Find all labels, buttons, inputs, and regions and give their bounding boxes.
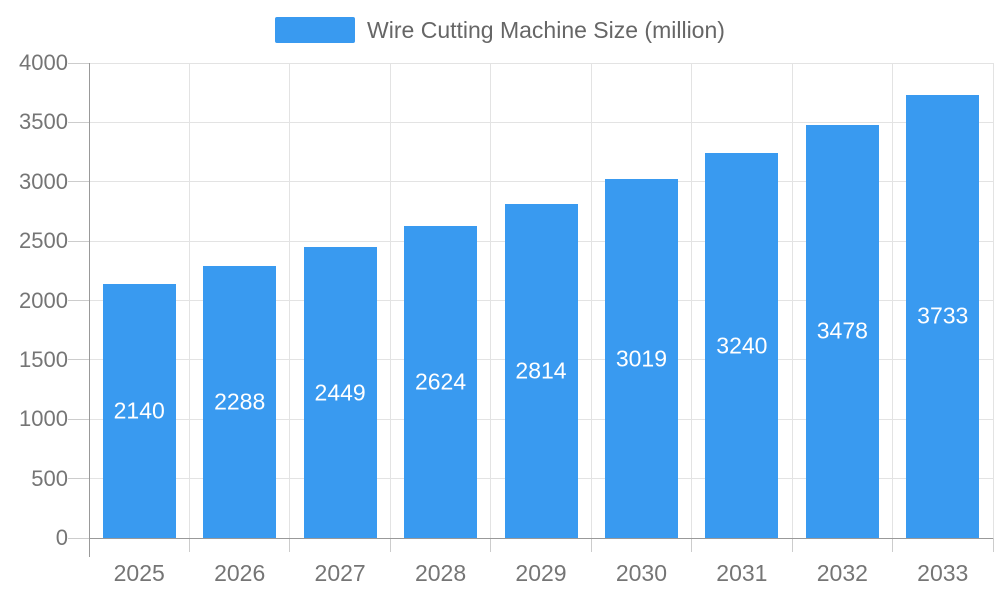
x-axis-tick <box>590 538 592 552</box>
bar[interactable] <box>203 266 277 538</box>
bar[interactable] <box>805 124 879 538</box>
v-gridline <box>289 63 291 538</box>
bar[interactable] <box>604 179 678 538</box>
x-tick-label: 2025 <box>113 560 165 586</box>
bar[interactable] <box>504 203 578 538</box>
x-axis-tick <box>691 538 693 552</box>
y-tick-label: 2000 <box>19 287 68 313</box>
y-axis-tick <box>68 121 89 123</box>
x-tick-label: 2029 <box>515 560 567 586</box>
y-axis-tick <box>68 418 89 420</box>
bar[interactable] <box>705 153 779 538</box>
x-axis-tick <box>289 538 291 552</box>
legend: Wire Cutting Machine Size (million) <box>0 17 1000 43</box>
y-axis-tick <box>68 62 89 64</box>
y-axis-tick <box>68 359 89 361</box>
y-axis-line <box>88 63 90 557</box>
y-tick-label: 3000 <box>19 168 68 194</box>
v-gridline <box>992 63 994 538</box>
v-gridline <box>892 63 894 538</box>
x-tick-label: 2030 <box>615 560 668 586</box>
y-axis-tick <box>68 300 89 301</box>
v-gridline <box>691 63 693 538</box>
x-tick-label: 2027 <box>314 560 366 586</box>
bar[interactable] <box>906 94 980 538</box>
x-axis-tick <box>389 538 391 552</box>
x-tick-label: 2026 <box>214 560 266 586</box>
x-tick-label: 2028 <box>414 560 467 586</box>
bar[interactable] <box>303 247 377 538</box>
x-tick-label: 2033 <box>917 560 969 586</box>
v-gridline <box>389 63 391 538</box>
y-tick-label: 0 <box>55 525 68 550</box>
x-tick-label: 2031 <box>716 560 768 586</box>
v-gridline <box>188 63 190 538</box>
x-tick-label: 2032 <box>816 560 868 586</box>
y-tick-label: 1500 <box>19 346 68 372</box>
y-tick-label: 3500 <box>19 109 68 135</box>
x-axis-tick <box>188 538 190 552</box>
y-axis-tick <box>68 240 89 242</box>
y-axis-tick <box>68 478 89 480</box>
y-tick-label: 4000 <box>19 50 68 75</box>
x-axis-tick <box>490 538 492 552</box>
x-axis-tick <box>992 538 994 552</box>
h-gridline <box>89 181 993 183</box>
h-gridline <box>89 121 993 123</box>
x-axis-tick <box>892 538 894 552</box>
v-gridline <box>590 63 592 538</box>
x-axis-line <box>89 537 993 539</box>
legend-label[interactable]: Wire Cutting Machine Size (million) <box>367 17 725 43</box>
bar[interactable] <box>102 283 176 538</box>
y-tick-label: 500 <box>31 465 68 491</box>
y-tick-label: 1000 <box>19 406 68 432</box>
y-axis-tick <box>68 537 89 539</box>
v-gridline <box>791 63 793 538</box>
y-tick-label: 2500 <box>19 228 68 254</box>
bar[interactable] <box>404 226 478 538</box>
legend-swatch[interactable] <box>275 17 356 43</box>
y-axis-tick <box>68 181 89 183</box>
x-axis-tick <box>791 538 793 552</box>
h-gridline <box>89 62 993 64</box>
v-gridline <box>490 63 492 538</box>
